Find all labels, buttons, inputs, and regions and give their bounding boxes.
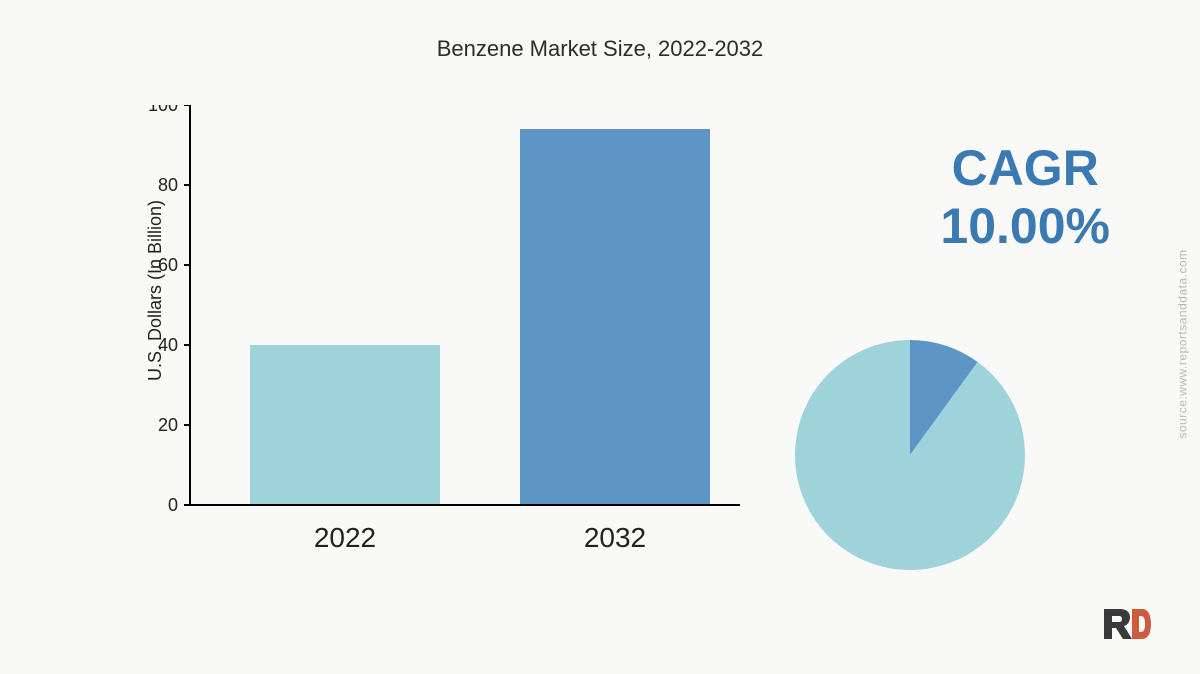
y-tick-label: 100	[148, 105, 178, 115]
rd-logo	[1102, 607, 1152, 646]
cagr-value: 10.00%	[940, 198, 1110, 256]
pie-slice-1	[795, 340, 1025, 570]
bar-2022	[250, 345, 440, 505]
x-tick-label: 2032	[584, 522, 646, 553]
rd-logo-svg	[1102, 607, 1152, 641]
y-tick-label: 40	[158, 335, 178, 355]
chart-title: Benzene Market Size, 2022-2032	[0, 36, 1200, 62]
y-tick-label: 0	[168, 495, 178, 515]
cagr-label: CAGR	[940, 140, 1110, 198]
x-tick-label: 2022	[314, 522, 376, 553]
chart-container: Benzene Market Size, 2022-2032 U.S. Doll…	[0, 0, 1200, 674]
pie-chart	[793, 338, 1027, 572]
source-attribution: source:www.reportsanddata.com	[1175, 249, 1189, 438]
logo-d-letter	[1132, 609, 1151, 639]
bar-chart-svg: 0 20 40 60 80 100 2022 2032	[140, 105, 740, 565]
y-tick-label: 20	[158, 415, 178, 435]
y-tick-label: 60	[158, 255, 178, 275]
y-tick-label: 80	[158, 175, 178, 195]
logo-r-letter	[1104, 609, 1132, 639]
bar-2032	[520, 129, 710, 505]
bar-chart-area: 0 20 40 60 80 100 2022 2032	[140, 105, 740, 555]
cagr-block: CAGR 10.00%	[940, 140, 1110, 255]
